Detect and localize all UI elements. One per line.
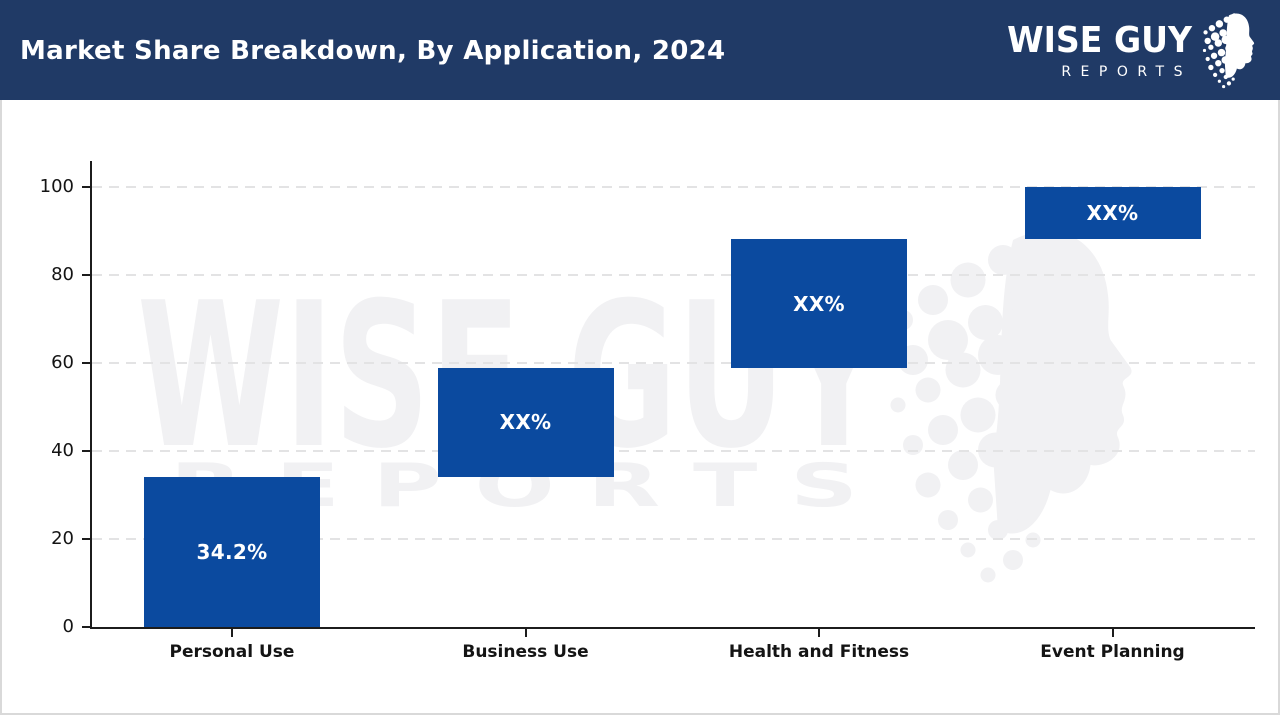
x-axis-category-label: Health and Fitness [728,642,910,662]
y-axis-tick [82,450,92,452]
gridline [92,186,1255,188]
y-axis-tick-label: 60 [51,352,74,373]
bar-value-label: XX% [499,410,552,435]
x-axis-line [90,627,1255,629]
logo-reports-text: REPORTS [1061,64,1192,80]
y-axis-tick [82,362,92,364]
bar-health-and-fitness: XX% [731,238,907,369]
bar-value-label: XX% [1086,200,1139,225]
y-axis-tick [82,626,92,628]
plot-area: 0 20 40 60 80 100 34.2% Personal Use XX% Business… [40,161,1255,662]
x-axis-category-label: Event Planning [1040,642,1185,662]
x-axis-tick [1111,629,1114,637]
bar-event-planning: XX% [1024,187,1201,239]
logo-wiseguy-text: WISE GUY [1007,20,1192,61]
gridline [92,274,1255,276]
bar-value-label: 34.2% [196,539,268,564]
header-bar: Market Share Breakdown, By Application, … [0,0,1280,100]
y-axis-tick [82,186,92,188]
x-axis-tick [524,629,527,637]
bar-value-label: XX% [793,291,845,316]
x-axis-category-label: Personal Use [169,642,295,662]
y-axis-tick-label: 0 [62,616,74,637]
gridline [92,538,1255,540]
gridline [92,362,1255,364]
y-axis-tick [82,274,92,276]
y-axis-tick-label: 80 [51,264,74,285]
logo-face-icon [1202,13,1255,89]
y-axis-tick [82,538,92,540]
bar-personal-use: 34.2% [144,476,320,627]
bar-business-use: XX% [437,368,614,477]
gridline [92,450,1255,452]
y-axis-tick-label: 100 [39,176,74,197]
x-axis-category-label: Business Use [462,642,589,662]
x-axis-tick [231,629,233,637]
wise-guy-logo: WISE GUY REPORTS [1007,6,1264,96]
y-axis-tick-label: 40 [51,440,74,461]
x-axis-tick [818,629,820,637]
y-axis-tick-label: 20 [51,528,74,549]
page-title: Market Share Breakdown, By Application, … [20,36,726,66]
y-axis-line [90,161,92,629]
chart-canvas: WISE GUY R E P O R T S 0 20 40 60 80 100 34.2%… [0,100,1280,715]
